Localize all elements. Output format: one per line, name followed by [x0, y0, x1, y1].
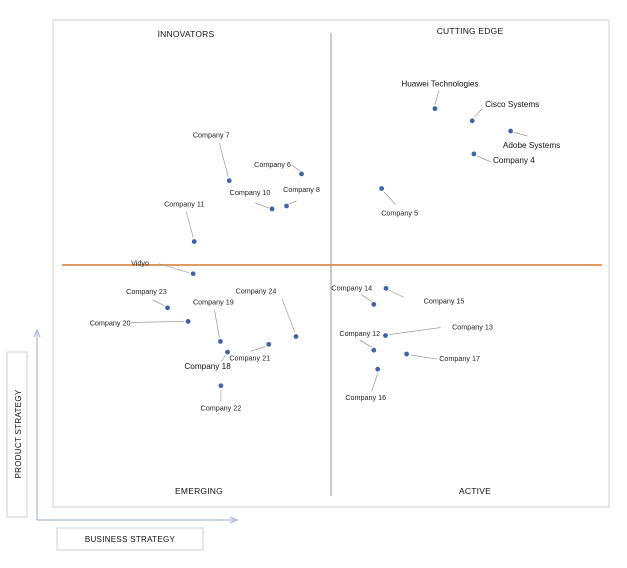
data-marks: Huawei Technologies Cisco Systems Adobe Sy… [90, 80, 561, 413]
point-company-20 [185, 319, 191, 324]
point-company-11 [191, 239, 197, 244]
point-label-company-7: Company 7 [193, 131, 230, 140]
point-label-company-14: Company 14 [331, 283, 372, 292]
point-label-company-17: Company 17 [439, 354, 480, 363]
point-label-company-15: Company 15 [424, 296, 465, 305]
point-company-13 [383, 333, 388, 338]
point-company-4 [471, 151, 477, 157]
x-axis-label: BUSINESS STRATEGY [85, 535, 176, 544]
leader-line-company-10 [254, 202, 270, 209]
y-axis-label-box [6, 351, 28, 518]
point-label-company-19: Company 19 [193, 297, 234, 306]
plot-frame [52, 19, 610, 508]
leader-line-company-21 [250, 346, 266, 352]
x-axis-arrowhead [229, 516, 239, 524]
point-company-8 [284, 203, 289, 209]
point-label-company-12: Company 12 [339, 329, 380, 338]
point-label-company-24: Company 24 [236, 287, 277, 296]
point-company-7 [226, 178, 232, 184]
point-label-company-10: Company 10 [230, 188, 271, 197]
point-label-company-18: Company 18 [184, 362, 231, 371]
point-label-company-16: Company 16 [345, 393, 386, 402]
leader-line-adobe-systems [513, 131, 528, 137]
leader-line-company-7 [218, 142, 229, 177]
point-label-cisco-systems: Cisco Systems [485, 100, 539, 109]
point-company-16 [375, 366, 381, 372]
point-company-19 [217, 339, 223, 344]
leader-line-company-11 [185, 211, 194, 238]
point-label-company-4: Company 4 [493, 156, 535, 165]
leader-line-cisco-systems [474, 108, 483, 118]
point-label-company-5: Company 5 [381, 209, 418, 218]
leader-line-company-4 [476, 155, 492, 163]
point-label-company-21: Company 21 [229, 353, 270, 362]
leader-line-company-13 [389, 327, 441, 335]
point-label-company-23: Company 23 [126, 287, 167, 296]
point-label-company-20: Company 20 [90, 318, 131, 327]
point-company-18 [225, 349, 230, 355]
point-huawei-technologies [432, 106, 438, 112]
leader-line-company-8 [288, 200, 297, 205]
y-axis-label: PRODUCT STRATEGY [14, 389, 23, 478]
quadrant-label-active: ACTIVE [459, 486, 491, 496]
point-label-company-11: Company 11 [164, 200, 204, 209]
leader-line-company-12 [359, 339, 372, 348]
point-company-6 [299, 171, 304, 177]
point-label-vidyo: Vidyo [131, 259, 149, 268]
leader-line-company-23 [152, 299, 165, 307]
point-label-huawei-technologies: Huawei Technologies [401, 80, 478, 89]
leader-line-company-20 [131, 321, 185, 323]
leader-line-company-19 [214, 309, 220, 338]
point-company-14 [371, 302, 377, 307]
leader-line-company-6 [291, 164, 300, 172]
point-company-17 [404, 351, 410, 357]
point-company-22 [218, 383, 224, 389]
quadrant-label-cutting-edge: CUTTING EDGE [437, 26, 504, 36]
leader-line-huawei-technologies [434, 90, 440, 105]
leader-line-company-14 [360, 294, 372, 302]
quadrant-label-innovators: INNOVATORS [158, 29, 215, 39]
point-company-21 [266, 341, 272, 347]
point-cisco-systems [469, 118, 475, 124]
x-axis-label-box [56, 527, 204, 551]
leader-line-vidyo [159, 263, 190, 274]
point-label-company-6: Company 6 [254, 160, 291, 169]
point-label-company-13: Company 13 [452, 323, 493, 332]
point-label-adobe-systems: Adobe Systems [503, 141, 560, 150]
point-company-12 [371, 347, 377, 353]
point-label-company-8: Company 8 [283, 185, 320, 194]
point-company-15 [383, 285, 389, 291]
point-company-5 [379, 186, 384, 191]
y-axis-arrowhead [33, 328, 41, 338]
point-vidyo [190, 271, 196, 277]
quadrant-label-emerging: EMERGING [175, 486, 223, 496]
leader-line-company-24 [281, 298, 296, 333]
point-company-10 [269, 206, 275, 212]
point-adobe-systems [508, 128, 513, 134]
point-company-23 [165, 305, 170, 311]
point-company-24 [293, 334, 299, 339]
leader-line-company-18 [221, 354, 226, 362]
point-label-company-22: Company 22 [201, 404, 242, 413]
leader-line-company-5 [383, 191, 396, 205]
leader-line-company-16 [371, 373, 378, 392]
leader-line-company-17 [410, 354, 437, 360]
leader-line-company-15 [388, 290, 405, 298]
